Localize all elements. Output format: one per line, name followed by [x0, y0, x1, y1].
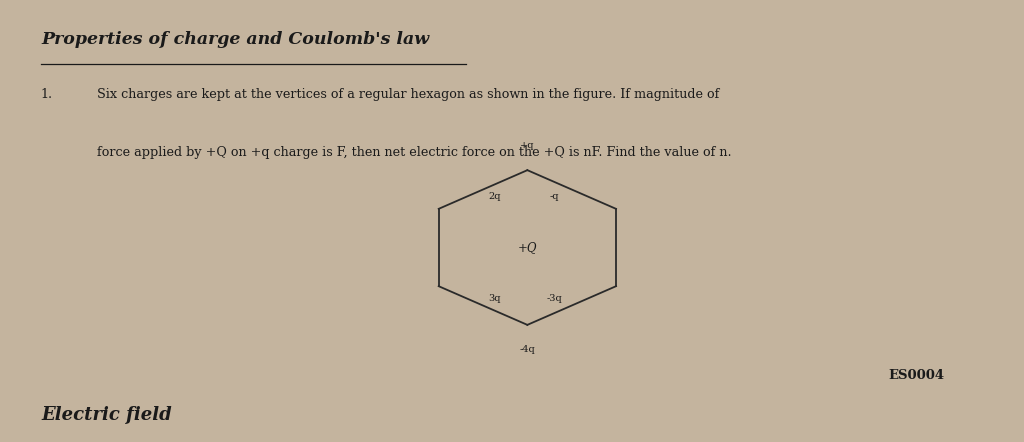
Text: Six charges are kept at the vertices of a regular hexagon as shown in the figure: Six charges are kept at the vertices of … [97, 88, 720, 101]
Text: force applied by +Q on +q charge is F, then net electric force on the +Q is nF. : force applied by +Q on +q charge is F, t… [97, 146, 732, 159]
Text: -3q: -3q [547, 294, 562, 303]
Text: Properties of charge and Coulomb's law: Properties of charge and Coulomb's law [41, 31, 429, 48]
Text: +q: +q [520, 141, 535, 150]
Text: 3q: 3q [488, 294, 502, 303]
Text: 2q: 2q [488, 192, 502, 201]
Text: Electric field: Electric field [41, 406, 172, 424]
Text: +Q: +Q [517, 241, 538, 254]
Text: ES0004: ES0004 [889, 369, 944, 382]
Text: -4q: -4q [519, 345, 536, 354]
Text: -q: -q [550, 192, 559, 201]
Text: 1.: 1. [41, 88, 53, 101]
